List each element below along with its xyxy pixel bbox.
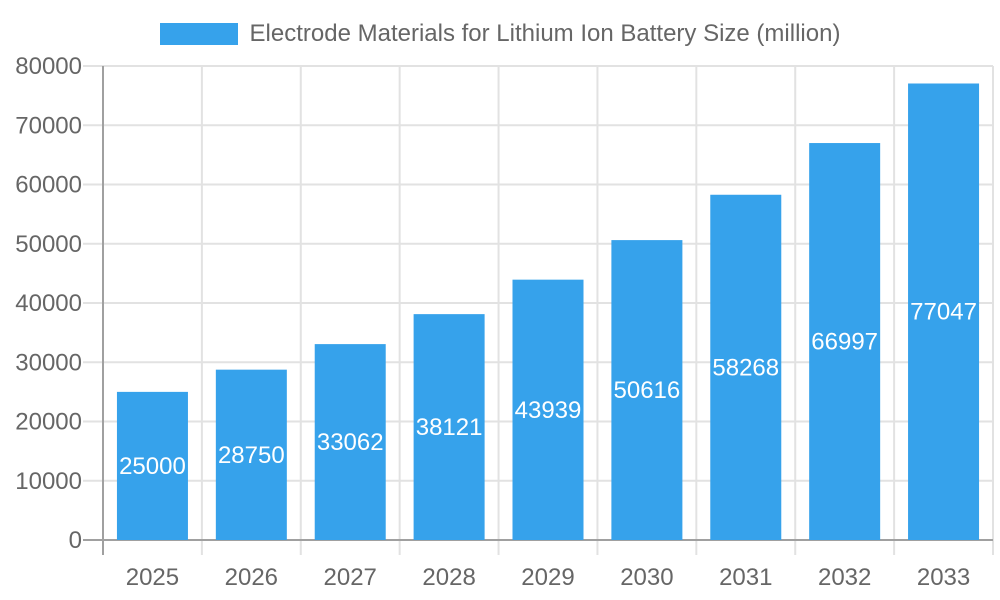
x-tick-label: 2029 xyxy=(521,564,574,591)
legend-label: Electrode Materials for Lithium Ion Batt… xyxy=(249,20,841,47)
bar-value-label: 77047 xyxy=(910,299,977,326)
bar-2025 xyxy=(116,391,188,540)
y-tick-label: 60000 xyxy=(15,172,82,199)
y-tick-label: 30000 xyxy=(15,349,82,376)
bar-value-label: 58268 xyxy=(712,354,779,381)
y-tick-label: 40000 xyxy=(15,290,82,317)
bar-value-label: 25000 xyxy=(119,453,186,480)
x-tick-label: 2027 xyxy=(324,564,377,591)
x-tick-label: 2028 xyxy=(422,564,475,591)
bar-2031 xyxy=(710,194,782,541)
x-tick-label: 2031 xyxy=(719,564,772,591)
y-tick-label: 0 xyxy=(69,527,82,554)
bar-value-label: 43939 xyxy=(515,397,582,424)
x-tick-label: 2033 xyxy=(917,564,970,591)
y-tick-label: 50000 xyxy=(15,231,82,258)
bar-value-label: 28750 xyxy=(218,442,285,469)
y-tick-label: 20000 xyxy=(15,409,82,436)
bar-2027 xyxy=(314,344,386,540)
bar-value-label: 33062 xyxy=(317,429,384,456)
legend-item[interactable]: Electrode Materials for Lithium Ion Batt… xyxy=(159,20,841,47)
bar-2033 xyxy=(908,83,980,541)
y-tick-label: 10000 xyxy=(15,468,82,495)
x-tick-label: 2032 xyxy=(818,564,871,591)
bar-2030 xyxy=(611,240,683,540)
bar-2026 xyxy=(215,369,287,540)
bar-2032 xyxy=(809,143,881,540)
y-tick-label: 70000 xyxy=(15,112,82,139)
bar-2028 xyxy=(413,314,485,540)
x-tick-label: 2025 xyxy=(126,564,179,591)
chart-legend: Electrode Materials for Lithium Ion Batt… xyxy=(0,21,1000,47)
legend-swatch-icon xyxy=(159,23,238,45)
x-tick-label: 2026 xyxy=(225,564,278,591)
bar-value-label: 50616 xyxy=(614,377,681,404)
bar-2029 xyxy=(512,279,584,540)
y-tick-label: 80000 xyxy=(15,53,82,80)
x-tick-label: 2030 xyxy=(620,564,673,591)
bar-value-label: 38121 xyxy=(416,414,483,441)
bar-value-label: 66997 xyxy=(811,329,878,356)
